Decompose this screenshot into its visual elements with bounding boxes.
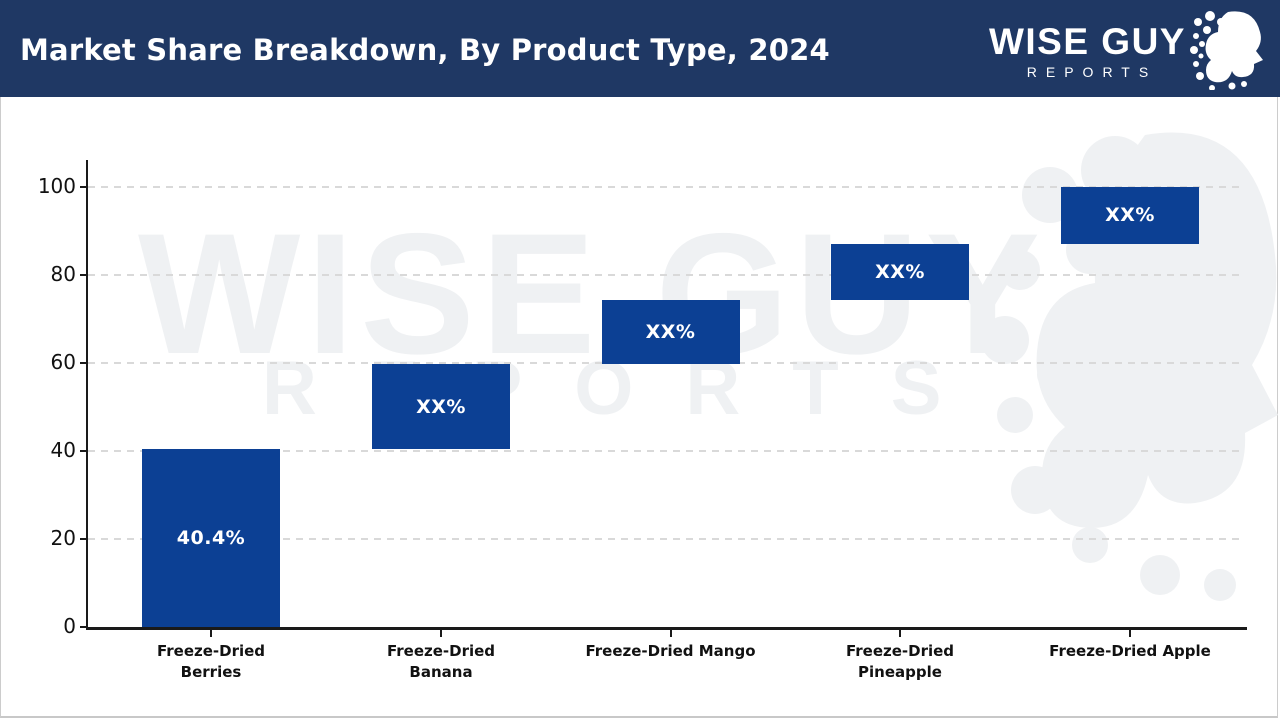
y-tick-label-40: 40	[50, 438, 76, 462]
y-tick-label-20: 20	[50, 526, 76, 550]
wise-guy-reports-logo: WISE GUY REPORTS	[989, 8, 1266, 94]
x-axis-line	[86, 627, 1247, 630]
bar-value-label-freeze-dried-banana: XX%	[416, 395, 466, 418]
y-tick-label-0: 0	[63, 614, 76, 638]
logo-wordmark: WISE GUY	[988, 21, 1186, 62]
x-tick-label-freeze-dried-mango: Freeze-Dried Mango	[585, 642, 756, 660]
y-tick-label-100: 100	[37, 174, 76, 198]
y-tick-mark-100	[80, 186, 88, 188]
y-tick-label-60: 60	[50, 350, 76, 374]
x-tick-label-freeze-dried-pineapple: Freeze-Dried Pineapple	[845, 642, 955, 681]
x-tick-label-freeze-dried-berries: Freeze-Dried Berries	[156, 642, 266, 681]
bar-freeze-dried-apple: XX%	[1061, 187, 1199, 244]
gridline-80	[88, 274, 1245, 276]
x-tick-mark-freeze-dried-banana	[440, 630, 442, 637]
x-tick-label-freeze-dried-apple: Freeze-Dried Apple	[1049, 642, 1211, 660]
gridline-100	[88, 186, 1245, 188]
logo-subtitle: REPORTS	[1026, 64, 1158, 80]
bar-value-label-freeze-dried-berries: 40.4%	[176, 527, 246, 550]
header-bar: Market Share Breakdown, By Product Type,…	[0, 0, 1280, 97]
x-tick-mark-freeze-dried-apple	[1129, 630, 1131, 637]
x-tick-mark-freeze-dried-berries	[210, 630, 212, 637]
gridline-20	[88, 538, 1245, 540]
y-tick-mark-40	[80, 450, 88, 452]
x-tick-label-freeze-dried-banana: Freeze-Dried Banana	[386, 642, 496, 681]
y-tick-mark-20	[80, 538, 88, 540]
y-tick-mark-0	[80, 626, 88, 628]
bar-freeze-dried-mango: XX%	[601, 299, 740, 365]
gridline-40	[88, 450, 1245, 452]
logo-text: WISE GUY REPORTS	[988, 21, 1186, 81]
bar-value-label-freeze-dried-apple: XX%	[1105, 204, 1155, 227]
bar-freeze-dried-berries: 40.4%	[142, 449, 280, 627]
y-tick-label-80: 80	[50, 262, 76, 286]
x-tick-mark-freeze-dried-mango	[669, 630, 672, 637]
x-tick-mark-freeze-dried-pineapple	[899, 630, 901, 637]
y-tick-mark-60	[80, 362, 88, 364]
bar-value-label-freeze-dried-mango: XX%	[645, 320, 696, 343]
y-tick-mark-80	[80, 274, 88, 276]
page-title: Market Share Breakdown, By Product Type,…	[20, 33, 830, 67]
bar-value-label-freeze-dried-pineapple: XX%	[875, 260, 925, 283]
bar-freeze-dried-banana: XX%	[372, 364, 510, 450]
logo-head-icon	[1188, 8, 1266, 94]
bar-freeze-dried-pineapple: XX%	[831, 243, 969, 300]
y-axis-line	[86, 160, 88, 630]
watermark-head-graphic	[930, 75, 1280, 639]
